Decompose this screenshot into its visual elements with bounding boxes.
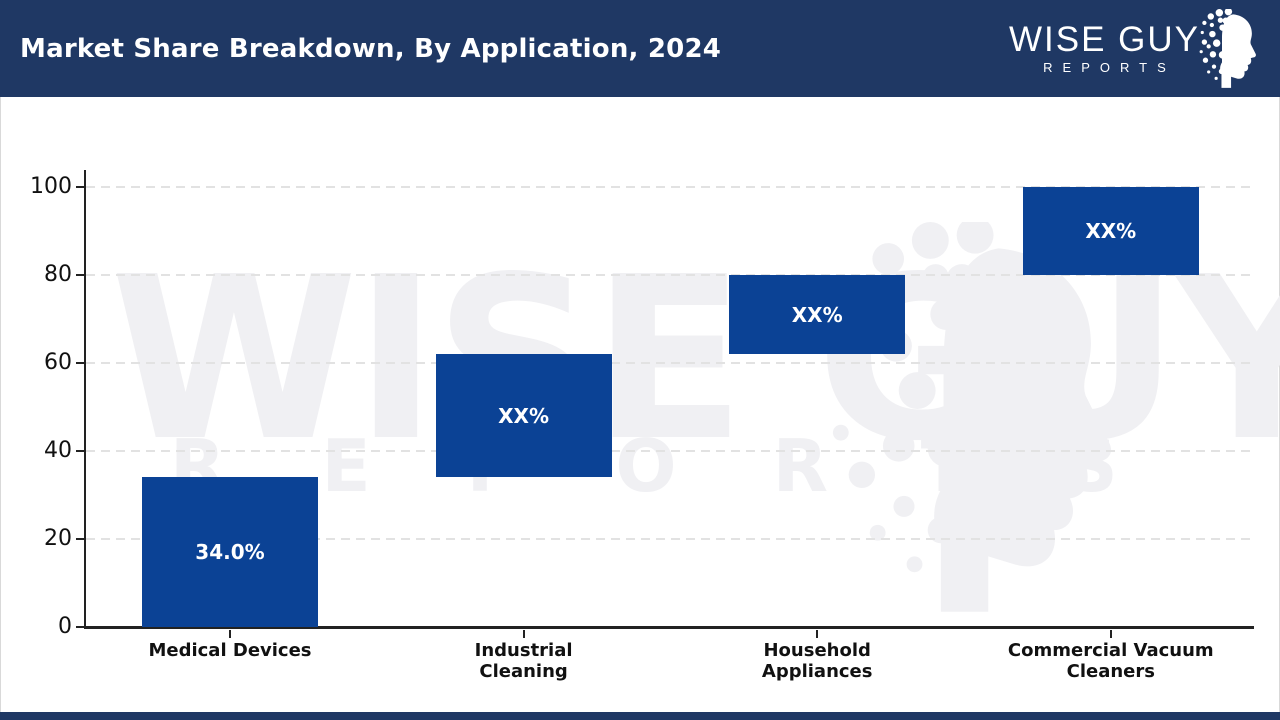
x-category-label: Medical Devices xyxy=(148,640,312,661)
bar-value-label: 34.0% xyxy=(195,540,265,565)
y-tick-label: 80 xyxy=(44,262,72,287)
footer-bar xyxy=(0,712,1280,720)
page-title: Market Share Breakdown, By Application, … xyxy=(20,33,722,64)
y-tick-label: 60 xyxy=(44,350,72,375)
bar: XX% xyxy=(729,275,906,355)
x-tick xyxy=(522,630,525,638)
logo-wordmark: WISE GUY xyxy=(1008,20,1200,59)
y-tick-label: 20 xyxy=(44,526,72,551)
bar: XX% xyxy=(435,354,612,478)
y-tick xyxy=(76,626,84,628)
x-category-label: Commercial Vacuum Cleaners xyxy=(1007,640,1214,682)
y-tick-label: 0 xyxy=(58,614,72,639)
bar-value-label: XX% xyxy=(498,403,550,428)
y-tick-label: 100 xyxy=(30,174,72,199)
y-tick xyxy=(76,186,84,188)
x-category-label: Household Appliances xyxy=(761,640,873,682)
header: Market Share Breakdown, By Application, … xyxy=(0,0,1280,97)
x-category-label: Industrial Cleaning xyxy=(474,640,573,682)
logo-text: WISE GUY REPORTS xyxy=(1008,20,1200,76)
gridline xyxy=(86,186,1253,188)
x-axis-spine xyxy=(84,626,1254,629)
y-tick xyxy=(76,274,84,276)
gridline xyxy=(86,538,1253,540)
y-axis-spine xyxy=(84,170,86,628)
y-tick xyxy=(76,538,84,540)
logo: WISE GUY REPORTS xyxy=(1009,9,1266,89)
gridline xyxy=(86,362,1253,364)
gridline xyxy=(86,450,1253,452)
bar: XX% xyxy=(1022,187,1199,275)
y-tick xyxy=(76,362,84,364)
logo-subtitle: REPORTS xyxy=(1043,60,1176,75)
bar-value-label: XX% xyxy=(791,302,843,327)
y-tick xyxy=(76,450,84,452)
x-tick xyxy=(816,630,819,638)
gridline xyxy=(86,274,1253,276)
bar-value-label: XX% xyxy=(1085,219,1137,243)
logo-face-icon xyxy=(1194,9,1266,89)
x-tick xyxy=(229,630,231,638)
bar: 34.0% xyxy=(142,477,318,627)
x-tick xyxy=(1109,630,1112,638)
y-tick-label: 40 xyxy=(44,438,72,463)
